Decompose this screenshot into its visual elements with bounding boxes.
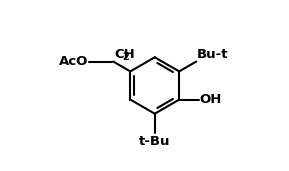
Text: 2: 2: [123, 52, 129, 62]
Text: Bu-t: Bu-t: [197, 48, 229, 61]
Text: CH: CH: [114, 48, 135, 61]
Text: t-Bu: t-Bu: [139, 135, 171, 148]
Text: OH: OH: [200, 93, 222, 106]
Text: AcO: AcO: [59, 55, 88, 68]
